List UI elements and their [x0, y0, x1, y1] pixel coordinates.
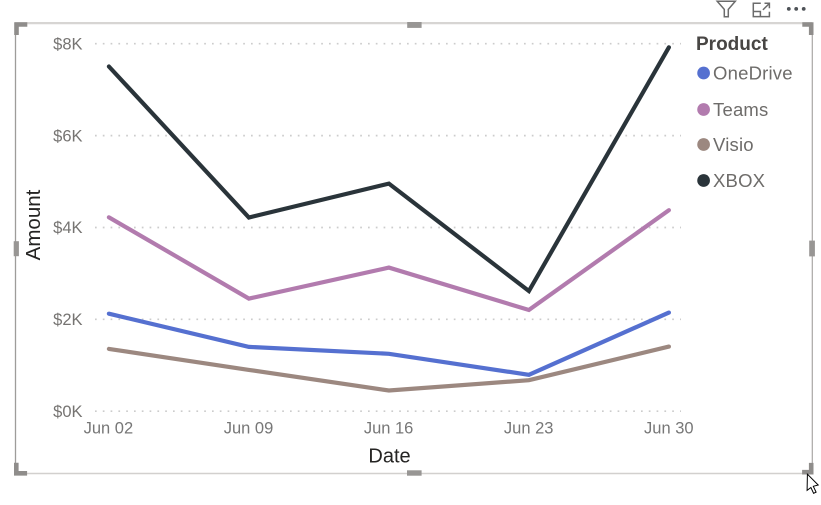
svg-text:Jun 09: Jun 09	[224, 420, 274, 438]
svg-text:$8K: $8K	[53, 36, 82, 54]
svg-text:Date: Date	[368, 446, 410, 468]
svg-text:Teams: Teams	[713, 99, 769, 120]
svg-text:Jun 02: Jun 02	[84, 420, 134, 438]
svg-text:$4K: $4K	[53, 219, 82, 237]
svg-text:Jun 30: Jun 30	[644, 420, 694, 438]
svg-text:Product: Product	[696, 34, 768, 55]
svg-text:$6K: $6K	[53, 127, 82, 145]
svg-text:$2K: $2K	[53, 311, 82, 329]
svg-text:Visio: Visio	[713, 134, 754, 155]
svg-text:$0K: $0K	[53, 403, 82, 421]
svg-text:XBOX: XBOX	[713, 170, 765, 191]
svg-text:Jun 16: Jun 16	[364, 420, 414, 438]
svg-text:OneDrive: OneDrive	[713, 63, 793, 84]
svg-text:Jun 23: Jun 23	[504, 420, 554, 438]
svg-text:Amount: Amount	[22, 189, 45, 260]
